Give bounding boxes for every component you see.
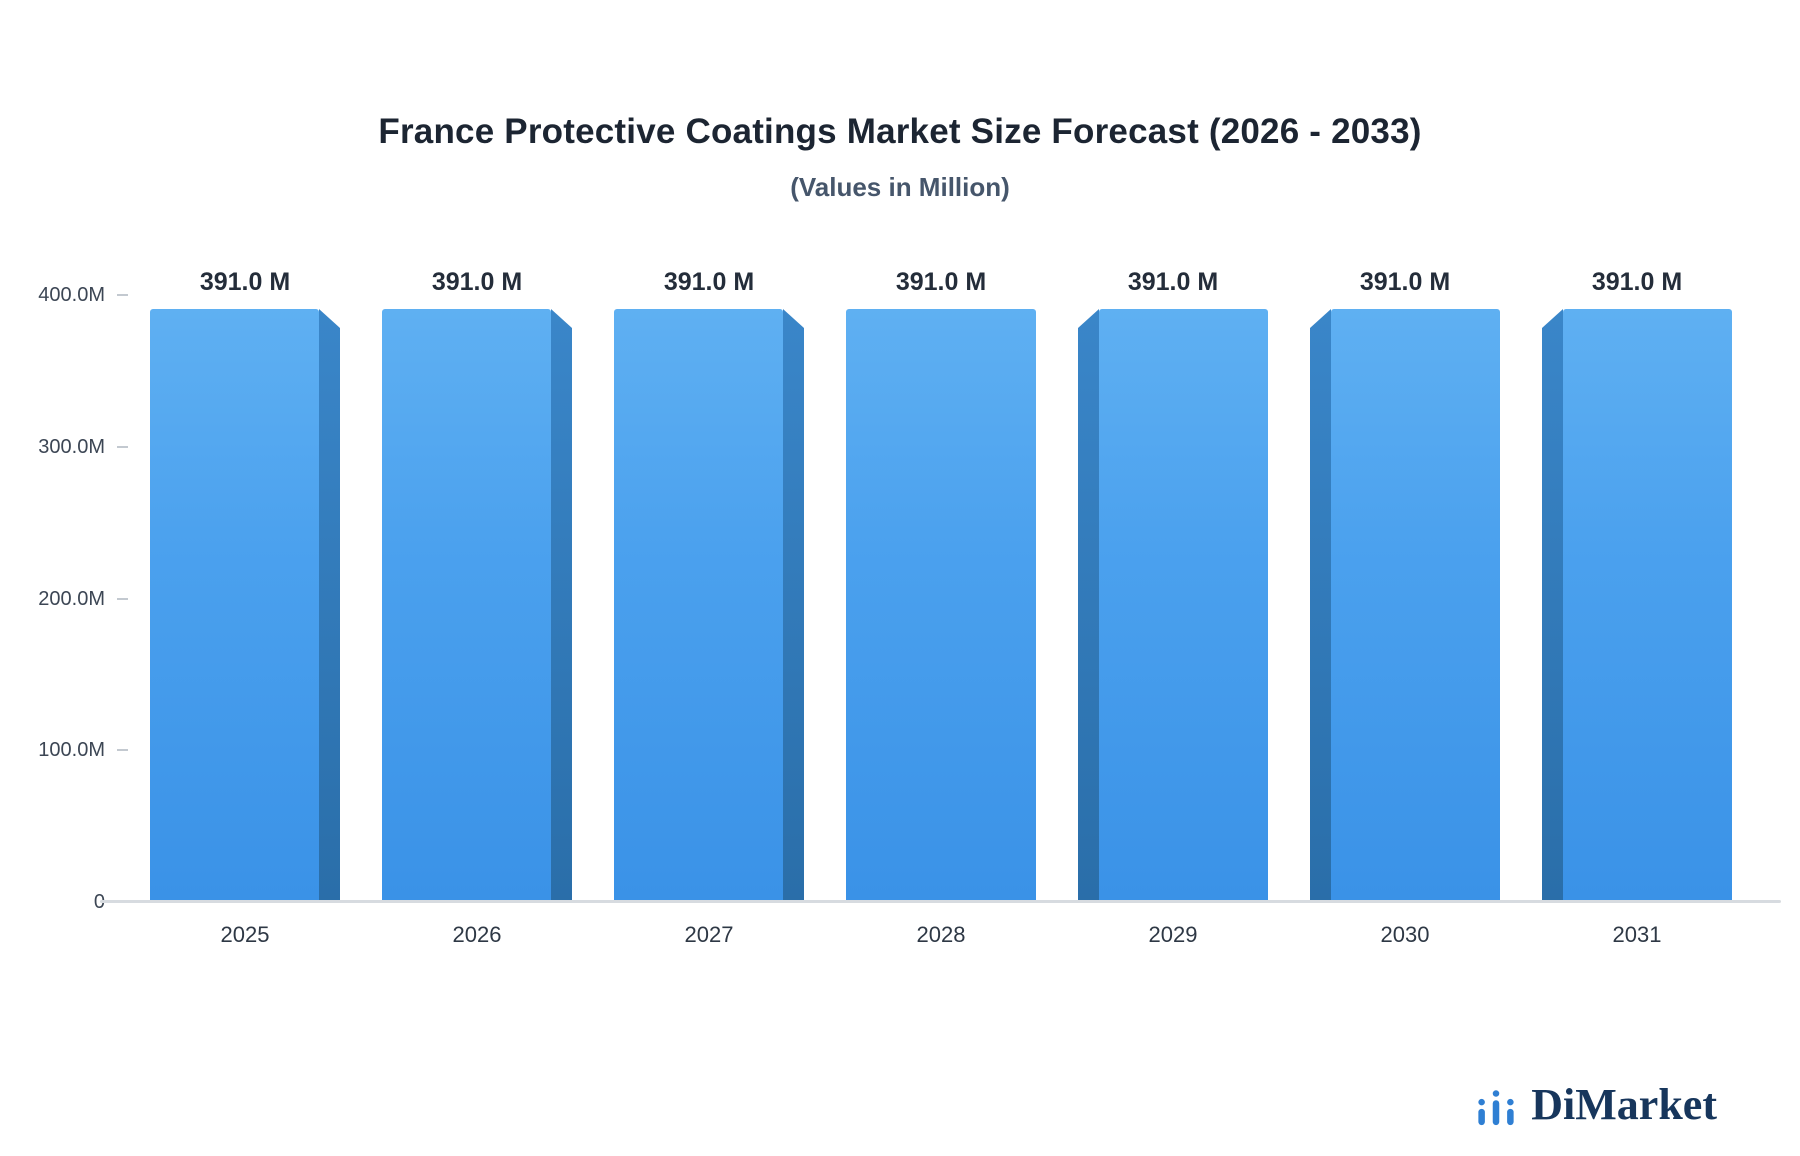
bar-face [614, 309, 783, 902]
value-label: 391.0 M [431, 268, 523, 296]
bar-face [846, 309, 1036, 902]
value-label: 391.0 M [1359, 268, 1451, 296]
chart-subtitle: (Values in Million) [790, 172, 1010, 202]
bar [1078, 309, 1268, 902]
bar-face [1331, 309, 1500, 902]
bar [1542, 309, 1732, 902]
x-axis-line [100, 900, 1781, 903]
bar-column: 391.0 M 2028 [846, 268, 1036, 947]
bar-column: 391.0 M 2025 [150, 268, 340, 947]
value-label: 391.0 M [895, 268, 987, 296]
value-label: 391.0 M [1127, 268, 1219, 296]
bar-column: 391.0 M 2029 [1078, 268, 1268, 947]
x-tick-label: 2026 [452, 922, 502, 947]
bar-side [1078, 309, 1099, 902]
bar-chart-dots-icon [1473, 1082, 1519, 1128]
chart-title: France Protective Coatings Market Size F… [378, 112, 1422, 151]
bar-column: 391.0 M 2030 [1310, 268, 1500, 947]
x-tick-label: 2029 [1148, 922, 1198, 947]
y-tick-label: 200.0M [38, 588, 105, 610]
x-tick-label: 2027 [684, 922, 734, 947]
plot-area: 391.0 M 2025 391.0 M 2026 391.0 M 2027 391.0 M… [150, 268, 1732, 947]
value-label: 391.0 M [663, 268, 755, 296]
x-tick-label: 2030 [1380, 922, 1430, 947]
bar-side [783, 309, 804, 902]
x-tick-label: 2028 [916, 922, 966, 947]
logo-text: DiMarket [1531, 1080, 1717, 1129]
y-tick-mark [117, 294, 128, 296]
y-tick-label: 400.0M [38, 284, 105, 306]
bar-side [1310, 309, 1331, 902]
bar [614, 309, 804, 902]
y-tick-mark [117, 446, 128, 448]
bar [150, 309, 340, 902]
value-label: 391.0 M [1591, 268, 1683, 296]
bar-face [150, 309, 319, 902]
bar-face [382, 309, 551, 902]
bar-column: 391.0 M 2031 [1542, 268, 1732, 947]
bar-face [1563, 309, 1732, 902]
y-tick-mark [117, 749, 128, 751]
x-tick-label: 2025 [220, 922, 270, 947]
bar-side [1542, 309, 1563, 902]
bar-side [551, 309, 572, 902]
bar-column: 391.0 M 2026 [382, 268, 572, 947]
bar [1310, 309, 1500, 902]
logo: DiMarket [1473, 1082, 1717, 1128]
x-tick-label: 2031 [1612, 922, 1662, 947]
y-axis: 0 100.0M 200.0M 300.0M 400.0M [0, 284, 140, 913]
y-tick-label: 0 [94, 890, 105, 914]
y-tick-label: 100.0M [38, 739, 105, 761]
bar [382, 309, 572, 902]
y-tick-mark [117, 598, 128, 600]
bar-face [1099, 309, 1268, 902]
bar-side [319, 309, 340, 902]
y-tick-label: 300.0M [38, 436, 105, 458]
bar-column: 391.0 M 2027 [614, 268, 804, 947]
bar [846, 309, 1036, 902]
value-label: 391.0 M [199, 268, 291, 296]
